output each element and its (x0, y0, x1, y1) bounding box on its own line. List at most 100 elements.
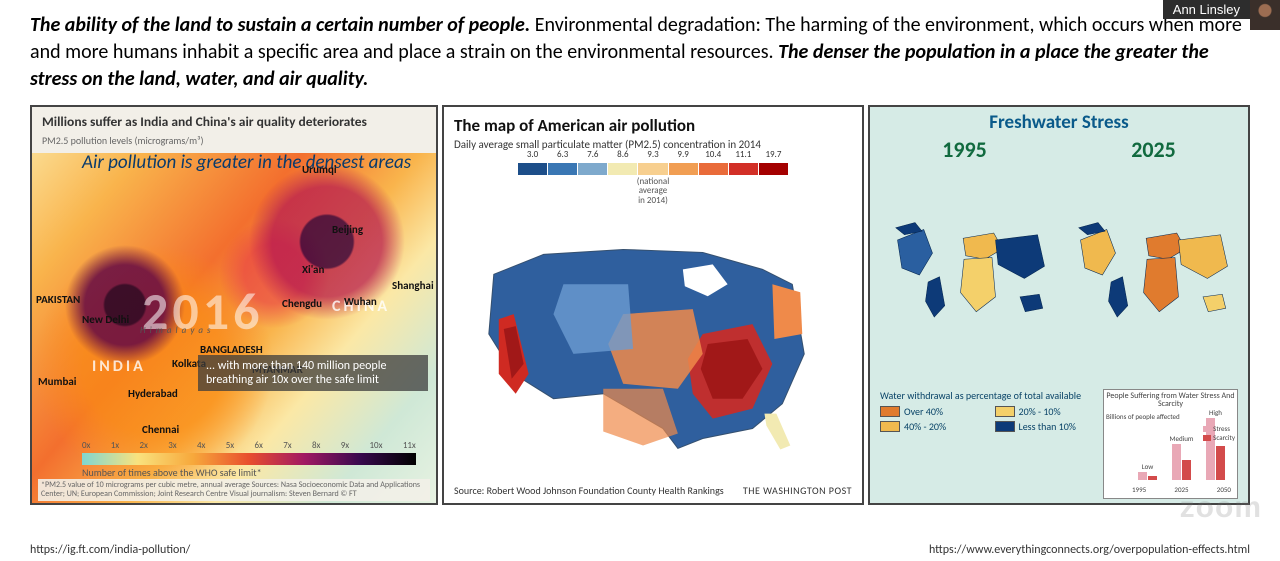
bar (1216, 446, 1225, 480)
legend-swatch: 9.9 (669, 163, 698, 175)
scale-tick: 0x (82, 440, 90, 451)
bar-group-label: High (1209, 408, 1222, 417)
participant-name-tag: Ann Linsley (1163, 0, 1250, 19)
city-label: Chennai (142, 423, 179, 436)
legend-swatch: 7.6 (578, 163, 607, 175)
mini-chart-ylabel: Billions of people affected (1106, 412, 1180, 421)
scale-tick: 10x (370, 440, 383, 451)
panel-c-mini-chart: People Suffering from Water Stress And S… (1103, 389, 1238, 499)
legend-item: Less than 10% (995, 420, 1094, 433)
mini-legend-swatch (1203, 426, 1211, 432)
city-label: New Delhi (82, 313, 129, 326)
bar-group-label: Medium (1169, 434, 1193, 443)
legend-swatch: 9.3 (638, 163, 667, 175)
world-map-2025 (1063, 167, 1238, 383)
participant-avatar (1250, 0, 1280, 30)
legend-note-3: in 2014) (638, 195, 668, 206)
city-label: Mumbai (38, 375, 77, 388)
city-label: PAKISTAN (36, 293, 80, 306)
panel-a-callout: ... with more than 140 million people br… (198, 355, 428, 391)
city-label: Xi'an (302, 263, 324, 276)
legend-value: 9.9 (677, 149, 688, 160)
panel-a-footnote: *PM2.5 value of 10 micrograms per cubic … (38, 479, 430, 501)
footer-link-right: https://www.everythingconnects.org/overp… (929, 543, 1250, 557)
legend-value: 7.6 (587, 149, 598, 160)
scale-tick: 6x (255, 440, 263, 451)
legend-label: 20% - 10% (1019, 405, 1061, 418)
scale-tick: 5x (226, 440, 234, 451)
mini-legend-label: Stress (1213, 424, 1230, 433)
presentation-slide: Ann Linsley The ability of the land to s… (0, 0, 1280, 561)
legend-item: 40% - 20% (880, 420, 979, 433)
legend-value: 10.4 (705, 149, 721, 160)
panel-c-years: 1995 2025 (870, 136, 1248, 163)
bar (1148, 476, 1157, 480)
city-label: Urumqi (302, 163, 337, 176)
legend-label: Less than 10% (1019, 420, 1076, 433)
legend-value: 8.6 (617, 149, 628, 160)
panel-b-legend-note: (national average in 2014) (454, 177, 852, 205)
legend-label: 40% - 20% (904, 420, 946, 433)
world-maps-pair (870, 163, 1248, 383)
headline-text: The ability of the land to sustain a cer… (30, 12, 1250, 93)
bar-group: Low (1138, 472, 1157, 480)
scale-tick: 4x (197, 440, 205, 451)
panel-b-source: Source: Robert Wood Johnson Foundation C… (454, 484, 724, 497)
panel-a-annotation: Air pollution is greater in the densest … (82, 153, 411, 173)
bar (1138, 472, 1147, 480)
mini-chart-title: People Suffering from Water Stress And S… (1104, 392, 1237, 408)
legend-value: 6.3 (557, 149, 568, 160)
panel-a-scale-bar (82, 453, 416, 465)
scale-tick: 3x (168, 440, 176, 451)
scale-tick: 11x (403, 440, 416, 451)
panel-b-legend: 3.06.37.68.69.39.910.411.119.7 (518, 163, 788, 175)
scale-tick: 1x (111, 440, 119, 451)
city-label: Chengdu (282, 297, 322, 310)
panel-a-title: Millions suffer as India and China's air… (32, 107, 436, 134)
panel-c-legend-title: Water withdrawal as percentage of total … (880, 389, 1093, 402)
legend-value: 19.7 (765, 149, 781, 160)
mini-legend-item: Stress (1203, 424, 1235, 433)
region-label-india: INDIA (92, 357, 146, 376)
legend-swatch: 8.6 (608, 163, 637, 175)
world-map-1995 (880, 167, 1055, 383)
panel-c-bottom: Water withdrawal as percentage of total … (870, 389, 1248, 499)
legend-swatch: 11.1 (729, 163, 758, 175)
himalayas-label: H i m a l a y a s (140, 325, 212, 336)
city-label: Hyderabad (128, 387, 178, 400)
panels-row: Millions suffer as India and China's air… (30, 105, 1250, 505)
legend-swatch: 6.3 (548, 163, 577, 175)
bar-group: Medium (1172, 444, 1191, 480)
scale-tick: 8x (312, 440, 320, 451)
mini-chart-xaxis: 1995 2025 2050 (1132, 485, 1231, 494)
panel-asia-air-quality: Millions suffer as India and China's air… (30, 105, 438, 505)
legend-item: 20% - 10% (995, 405, 1094, 418)
panel-b-publisher: THE WASHINGTON POST (743, 484, 852, 497)
legend-swatch (995, 406, 1015, 417)
headline-emph-1: The ability of the land to sustain a cer… (30, 13, 530, 37)
city-label: Beijing (332, 223, 363, 236)
scale-tick: 2x (140, 440, 148, 451)
legend-value: 3.0 (527, 149, 538, 160)
footer-links: https://ig.ft.com/india-pollution/ https… (30, 543, 1250, 557)
mini-legend-swatch (1203, 435, 1211, 441)
us-map (454, 209, 852, 469)
mini-x-0: 1995 (1132, 485, 1146, 494)
mini-legend-item: Scarcity (1203, 433, 1235, 442)
scale-tick: 9x (341, 440, 349, 451)
legend-swatch (880, 421, 900, 432)
panel-us-air-pollution: The map of American air pollution Daily … (442, 105, 864, 505)
panel-c-year-left: 1995 (942, 136, 987, 163)
panel-freshwater-stress: Freshwater Stress 1995 2025 (868, 105, 1250, 505)
legend-label: Over 40% (904, 405, 943, 418)
panel-a-scale-label: Number of times above the WHO safe limit… (82, 466, 262, 479)
panel-a-scale-ticks: 0x1x2x3x4x5x6x7x8x9x10x11x (82, 440, 416, 451)
panel-c-year-right: 2025 (1131, 136, 1176, 163)
legend-value: 11.1 (735, 149, 751, 160)
panel-b-title: The map of American air pollution (454, 115, 852, 136)
legend-swatch: 10.4 (699, 163, 728, 175)
legend-swatch (995, 421, 1015, 432)
panel-c-title: Freshwater Stress (870, 107, 1248, 134)
mini-chart-legend: StressScarcity (1203, 424, 1235, 442)
legend-swatch: 19.7 (759, 163, 788, 175)
